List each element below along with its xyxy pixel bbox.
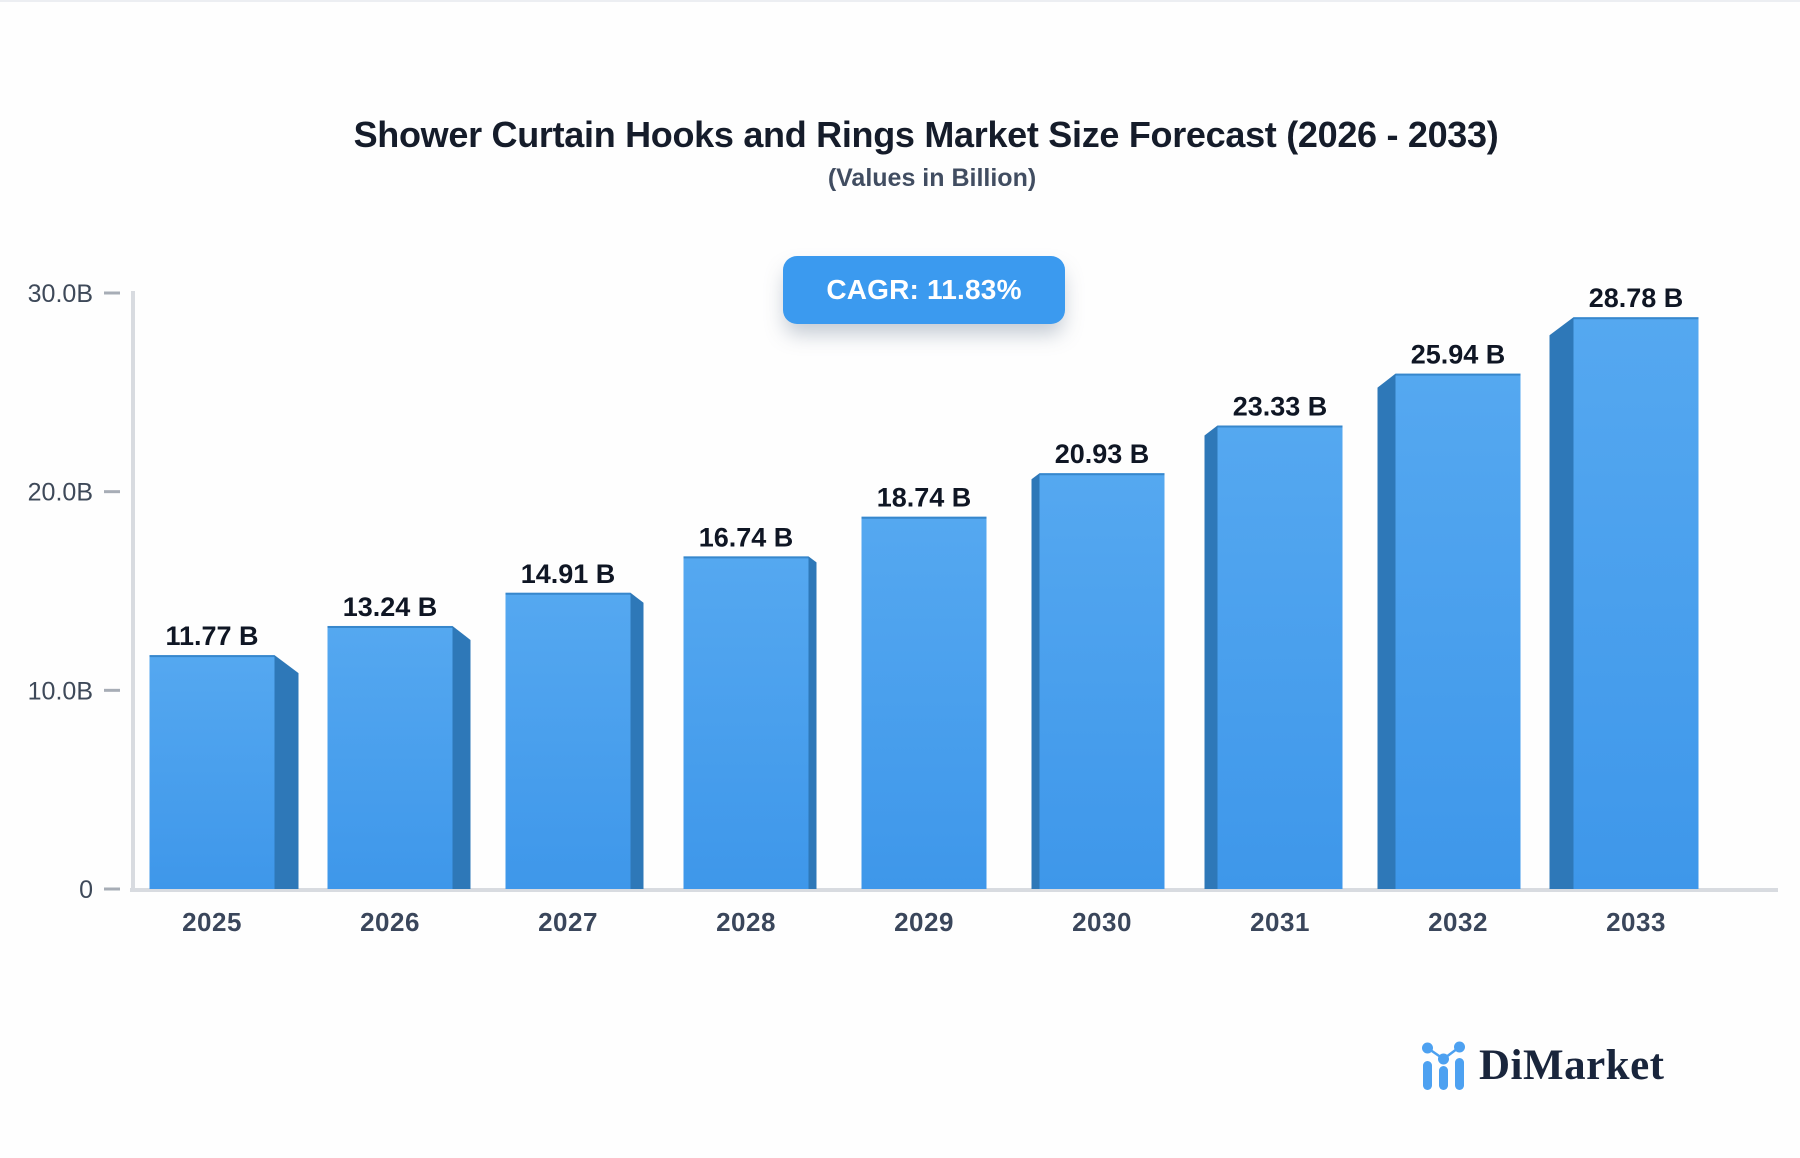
bar-2031 [1217, 425, 1343, 889]
bar-2033 [1573, 317, 1699, 890]
bar-value-label: 11.77 B [165, 621, 258, 651]
bar-2026 [327, 625, 453, 889]
y-tick-label: 10.0B [28, 677, 93, 705]
chart-title: Shower Curtain Hooks and Rings Market Si… [353, 114, 1499, 155]
cagr-badge: CAGR: 11.83% [783, 256, 1065, 324]
bar-value-label: 23.33 B [1233, 392, 1328, 422]
bar-side-face [274, 655, 299, 889]
bar-side-face [1549, 317, 1574, 890]
x-tick-label: 2027 [538, 907, 598, 937]
x-tick-label: 2029 [894, 907, 954, 937]
bar-2028 [683, 556, 809, 889]
bar-chart-logo-icon [1422, 1041, 1465, 1090]
brand-logo: DiMarket [1421, 1040, 1665, 1090]
x-tick-label: 2025 [182, 907, 242, 937]
brand-name: DiMarket [1479, 1041, 1665, 1089]
bar-side-face [630, 592, 644, 889]
x-tick-label: 2032 [1428, 907, 1488, 937]
bar-2025 [149, 655, 275, 889]
bar-side-face [1377, 373, 1396, 889]
x-tick-label: 2033 [1606, 907, 1666, 937]
x-tick-label: 2030 [1072, 907, 1132, 937]
bar-value-label: 13.24 B [343, 592, 438, 622]
x-tick-label: 2026 [360, 907, 420, 937]
bar-value-label: 28.78 B [1589, 283, 1684, 313]
bar-side-face [1031, 473, 1040, 889]
bar-2032 [1395, 373, 1521, 889]
y-tick-label: 30.0B [28, 280, 93, 308]
x-tick-label: 2031 [1250, 907, 1310, 937]
y-tick-label: 0 [79, 876, 93, 904]
bar-value-label: 25.94 B [1411, 340, 1506, 370]
x-tick-label: 2028 [716, 907, 776, 937]
bar-2029 [861, 516, 987, 889]
bar-2030 [1039, 473, 1165, 889]
chart-subtitle: (Values in Billion) [827, 164, 1037, 192]
bar-side-face [808, 556, 817, 889]
bar-2027 [505, 592, 631, 889]
bar-value-label: 16.74 B [699, 522, 794, 552]
cagr-badge-label: CAGR: 11.83% [826, 274, 1022, 305]
bar-side-face [1204, 425, 1218, 889]
bar-side-face [452, 625, 471, 889]
bar-value-label: 20.93 B [1055, 439, 1150, 469]
bar-value-label: 14.91 B [521, 559, 616, 589]
y-tick-label: 20.0B [28, 479, 93, 507]
bar-value-label: 18.74 B [877, 483, 972, 513]
